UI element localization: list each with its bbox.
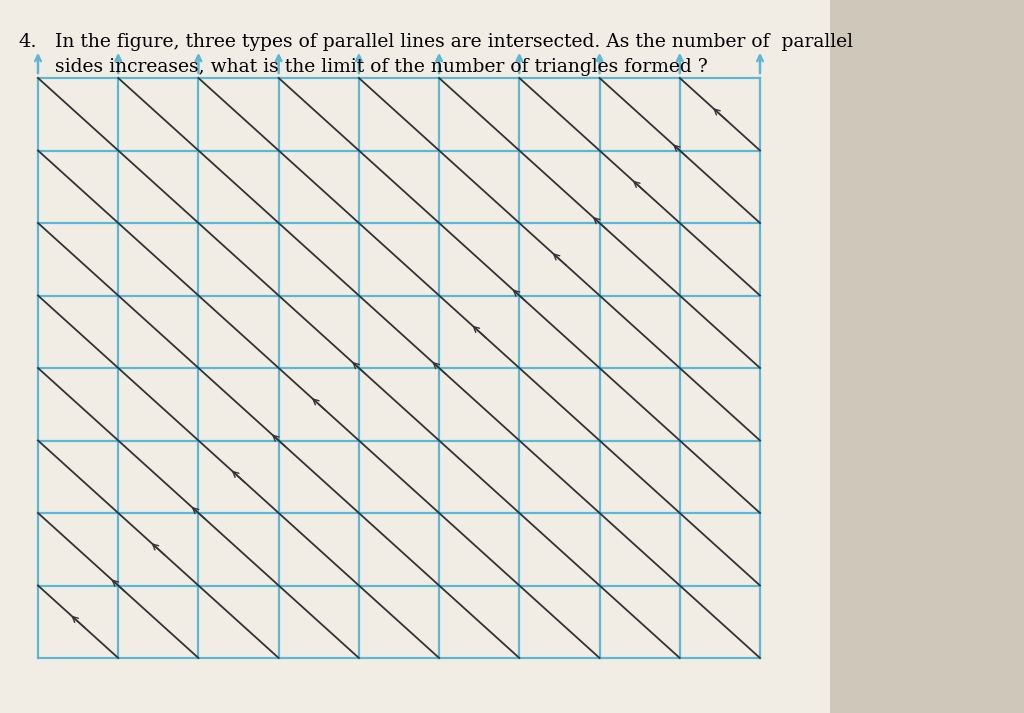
Bar [0,0,830,713]
Text: 4.: 4. [18,33,37,51]
Text: In the figure, three types of parallel lines are intersected. As the number of  : In the figure, three types of parallel l… [55,33,853,51]
Text: sides increases, what is the limit of the number of triangles formed ?: sides increases, what is the limit of th… [55,58,708,76]
